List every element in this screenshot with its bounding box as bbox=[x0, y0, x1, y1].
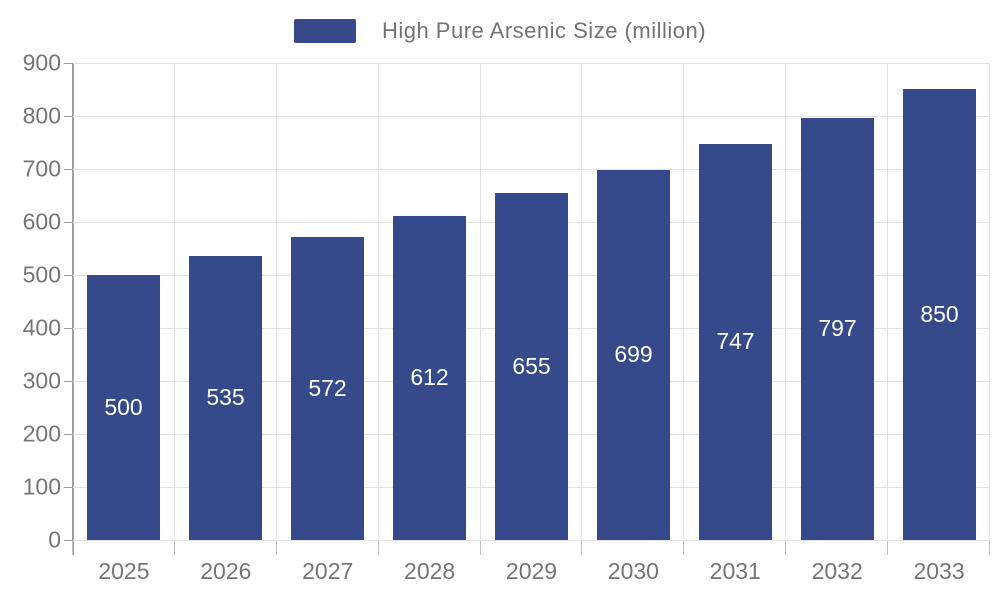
h-gridline bbox=[73, 63, 990, 64]
h-gridline bbox=[73, 540, 990, 541]
y-axis-tick bbox=[64, 169, 72, 170]
y-axis-tick-label: 900 bbox=[22, 49, 61, 76]
x-axis-tick-label: 2026 bbox=[200, 558, 252, 584]
y-axis-tick bbox=[64, 487, 72, 488]
y-axis-tick-label: 0 bbox=[48, 526, 61, 553]
bar-value-label: 850 bbox=[920, 301, 959, 327]
x-axis-tick-label: 2033 bbox=[913, 558, 965, 584]
x-axis-tick bbox=[785, 541, 787, 555]
y-axis-tick-label: 200 bbox=[22, 420, 61, 447]
y-axis-tick bbox=[64, 328, 72, 329]
v-gridline bbox=[683, 63, 685, 540]
y-axis-tick-label: 400 bbox=[22, 314, 61, 341]
v-gridline bbox=[989, 63, 990, 540]
y-axis-tick-label: 100 bbox=[22, 473, 61, 500]
h-gridline bbox=[73, 169, 990, 170]
y-axis-tick-label: 700 bbox=[22, 155, 61, 182]
y-axis-tick-label: 300 bbox=[22, 367, 61, 394]
bar-value-label: 747 bbox=[716, 328, 755, 354]
x-axis-tick bbox=[72, 541, 73, 555]
y-axis-tick-label: 800 bbox=[22, 102, 61, 129]
legend-swatch bbox=[293, 19, 356, 43]
y-axis-tick-label: 500 bbox=[22, 261, 61, 288]
y-axis-tick bbox=[64, 540, 72, 541]
x-axis-tick-label: 2025 bbox=[98, 558, 150, 584]
x-axis-tick bbox=[581, 541, 583, 555]
y-axis-tick-label: 600 bbox=[22, 208, 61, 235]
plot-area: 0 100 200 300 400 500 600 700 800 900 500 2025 535 20… bbox=[23, 50, 990, 584]
bar-value-label: 500 bbox=[104, 394, 143, 420]
bar-value-label: 655 bbox=[512, 353, 551, 379]
legend-label: High Pure Arsenic Size (million) bbox=[381, 18, 707, 43]
x-axis-tick bbox=[989, 541, 990, 555]
x-axis-tick bbox=[275, 541, 277, 555]
x-axis-tick bbox=[173, 541, 175, 555]
y-axis-line bbox=[72, 63, 74, 555]
y-axis-tick bbox=[64, 434, 72, 435]
bar-value-label: 572 bbox=[308, 375, 347, 401]
bar[interactable]: 612 bbox=[393, 216, 466, 540]
x-axis-tick bbox=[683, 541, 685, 555]
bar[interactable]: 747 bbox=[699, 144, 772, 540]
bar-value-label: 535 bbox=[206, 384, 245, 410]
v-gridline bbox=[479, 63, 481, 540]
bar[interactable]: 850 bbox=[903, 89, 976, 540]
y-axis-tick bbox=[64, 222, 72, 223]
x-axis-tick-label: 2032 bbox=[811, 558, 863, 584]
v-gridline bbox=[377, 63, 379, 540]
bar-value-label: 699 bbox=[614, 341, 653, 367]
x-axis-tick bbox=[377, 541, 379, 555]
legend[interactable]: High Pure Arsenic Size (million) bbox=[0, 18, 1000, 44]
bar-value-label: 612 bbox=[410, 364, 449, 390]
v-gridline bbox=[173, 63, 175, 540]
x-axis-tick-label: 2030 bbox=[607, 558, 659, 584]
y-axis-tick bbox=[64, 63, 72, 64]
v-gridline bbox=[581, 63, 583, 540]
h-gridline bbox=[73, 116, 990, 117]
bar[interactable]: 535 bbox=[189, 256, 262, 540]
x-axis-tick-label: 2031 bbox=[709, 558, 761, 584]
v-gridline bbox=[275, 63, 277, 540]
bar[interactable]: 655 bbox=[495, 193, 568, 540]
x-axis-tick bbox=[479, 541, 481, 555]
bar[interactable]: 797 bbox=[801, 118, 874, 540]
x-axis-tick-label: 2029 bbox=[505, 558, 558, 584]
v-gridline bbox=[785, 63, 787, 540]
x-axis-tick-label: 2027 bbox=[302, 558, 354, 584]
v-gridline bbox=[887, 63, 889, 540]
y-axis-tick bbox=[64, 275, 72, 276]
y-axis-tick bbox=[64, 116, 72, 117]
x-axis-tick bbox=[887, 541, 889, 555]
bar[interactable]: 572 bbox=[291, 237, 364, 540]
x-axis-tick-label: 2028 bbox=[404, 558, 456, 584]
bar[interactable]: 500 bbox=[87, 275, 160, 540]
bar[interactable]: 699 bbox=[597, 170, 670, 540]
y-axis-tick bbox=[64, 381, 72, 382]
bar-value-label: 797 bbox=[818, 315, 857, 341]
